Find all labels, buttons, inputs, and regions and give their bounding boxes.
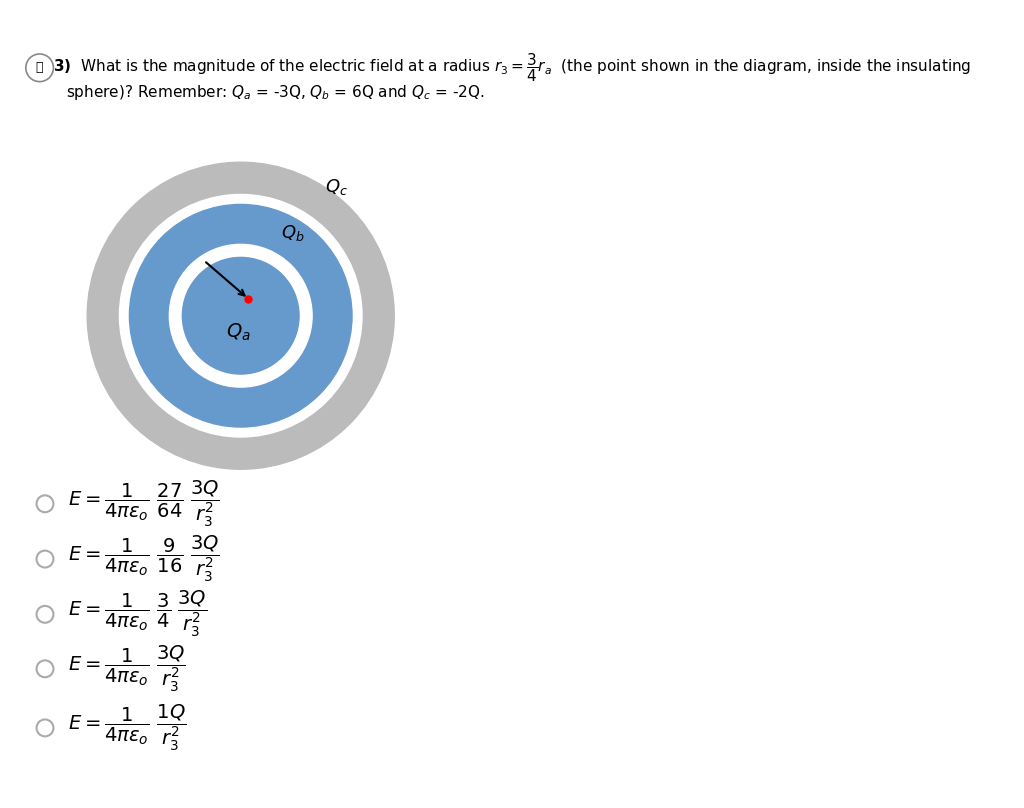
Text: $Q_c$: $Q_c$	[326, 177, 348, 197]
Text: $E = \dfrac{1}{4\pi\epsilon_o}\ \dfrac{3Q}{r_3^2}$: $E = \dfrac{1}{4\pi\epsilon_o}\ \dfrac{3…	[68, 644, 186, 694]
Text: $Q_a$: $Q_a$	[226, 322, 251, 343]
Circle shape	[87, 162, 394, 469]
Circle shape	[120, 195, 362, 437]
Circle shape	[169, 244, 312, 387]
Text: $Q_b$: $Q_b$	[282, 223, 305, 243]
Text: sphere)? Remember: $Q_a$ = -3Q, $Q_b$ = 6Q and $Q_c$ = -2Q.: sphere)? Remember: $Q_a$ = -3Q, $Q_b$ = …	[66, 83, 484, 102]
Text: $E = \dfrac{1}{4\pi\epsilon_o}\ \dfrac{9}{16}\ \dfrac{3Q}{r_3^2}$: $E = \dfrac{1}{4\pi\epsilon_o}\ \dfrac{9…	[68, 534, 219, 584]
Text: $E = \dfrac{1}{4\pi\epsilon_o}\ \dfrac{1Q}{r_3^2}$: $E = \dfrac{1}{4\pi\epsilon_o}\ \dfrac{1…	[68, 703, 186, 753]
Text: $E = \dfrac{1}{4\pi\epsilon_o}\ \dfrac{3}{4}\ \dfrac{3Q}{r_3^2}$: $E = \dfrac{1}{4\pi\epsilon_o}\ \dfrac{3…	[68, 589, 207, 639]
Circle shape	[182, 258, 299, 374]
Text: $\mathbf{3)}$  What is the magnitude of the electric field at a radius $r_3 = \d: $\mathbf{3)}$ What is the magnitude of t…	[52, 52, 971, 84]
Text: 🕐: 🕐	[36, 61, 43, 74]
Circle shape	[129, 204, 352, 427]
Text: $E = \dfrac{1}{4\pi\epsilon_o}\ \dfrac{27}{64}\ \dfrac{3Q}{r_3^2}$: $E = \dfrac{1}{4\pi\epsilon_o}\ \dfrac{2…	[68, 479, 219, 528]
